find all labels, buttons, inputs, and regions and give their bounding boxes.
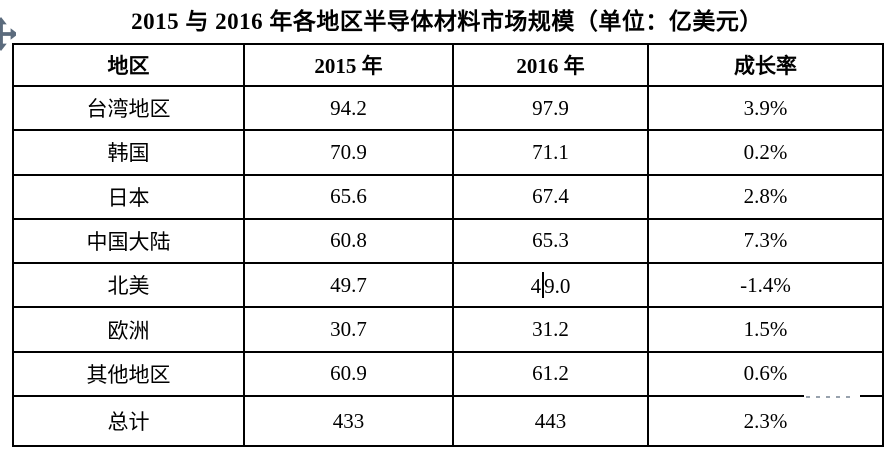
cell-2015[interactable]: 94.2 <box>243 84 454 132</box>
cell-growth[interactable]: 2.3% <box>647 395 884 447</box>
cell-region[interactable]: 总计 <box>12 395 245 447</box>
text-caret <box>542 271 545 298</box>
market-size-table: 地区 2015 年 2016 年 成长率 台湾地区 94.2 97.9 3.9%… <box>12 43 884 447</box>
cell-2015[interactable]: 65.6 <box>243 173 454 220</box>
caret-before-text: 4 <box>530 273 542 298</box>
table-row-japan: 日本 65.6 67.4 2.8% <box>12 173 884 220</box>
header-row: 地区 2015 年 2016 年 成长率 <box>12 43 884 87</box>
table-row-korea: 韩国 70.9 71.1 0.2% <box>12 129 884 176</box>
table-row-taiwan: 台湾地区 94.2 97.9 3.9% <box>12 84 884 132</box>
cell-2016[interactable]: 31.2 <box>452 306 649 353</box>
four-way-move-arrow-icon <box>0 15 16 53</box>
cell-growth[interactable]: 0.6% <box>647 350 884 398</box>
cell-growth[interactable]: 2.8% <box>647 173 884 220</box>
cell-region[interactable]: 日本 <box>12 173 245 220</box>
cell-region[interactable]: 北美 <box>12 262 245 309</box>
cell-region[interactable]: 其他地区 <box>12 350 245 398</box>
cell-growth[interactable]: -1.4% <box>647 262 884 309</box>
col-header-2016[interactable]: 2016 年 <box>452 43 649 87</box>
caret-after-text: 9.0 <box>544 273 571 298</box>
table-row-total: 总计 433 443 2.3% <box>12 395 884 447</box>
cell-region[interactable]: 韩国 <box>12 129 245 176</box>
cell-growth[interactable]: 7.3% <box>647 217 884 265</box>
cell-region[interactable]: 欧洲 <box>12 306 245 353</box>
table-row-others: 其他地区 60.9 61.2 0.6% <box>12 350 884 398</box>
cell-2016[interactable]: 443 <box>452 395 649 447</box>
cell-2015[interactable]: 70.9 <box>243 129 454 176</box>
cell-region[interactable]: 中国大陆 <box>12 217 245 265</box>
col-header-2015[interactable]: 2015 年 <box>243 43 454 87</box>
table-row-north-america: 北美 49.7 4 9.0 -1.4% <box>12 262 884 309</box>
cell-2015[interactable]: 49.7 <box>243 262 454 309</box>
cell-2016[interactable]: 67.4 <box>452 173 649 220</box>
col-header-region[interactable]: 地区 <box>12 43 245 87</box>
col-header-growth[interactable]: 成长率 <box>647 43 884 87</box>
cell-2015[interactable]: 30.7 <box>243 306 454 353</box>
table-row-china: 中国大陆 60.8 65.3 7.3% <box>12 217 884 265</box>
table-row-europe: 欧洲 30.7 31.2 1.5% <box>12 306 884 353</box>
page-title[interactable]: 2015 与 2016 年各地区半导体材料市场规模（单位：亿美元） <box>131 9 763 34</box>
cell-growth[interactable]: 1.5% <box>647 306 884 353</box>
border-dash-artifact <box>804 394 860 399</box>
cell-2016[interactable]: 61.2 <box>452 350 649 398</box>
cell-growth[interactable]: 3.9% <box>647 84 884 132</box>
cell-2015[interactable]: 60.8 <box>243 217 454 265</box>
cell-2016[interactable]: 97.9 <box>452 84 649 132</box>
table-move-handle-icon[interactable] <box>0 14 16 54</box>
cell-2016[interactable]: 71.1 <box>452 129 649 176</box>
cell-2016[interactable]: 65.3 <box>452 217 649 265</box>
cell-2015[interactable]: 433 <box>243 395 454 447</box>
cell-growth[interactable]: 0.2% <box>647 129 884 176</box>
cell-region[interactable]: 台湾地区 <box>12 84 245 132</box>
cell-2016-with-caret[interactable]: 4 9.0 <box>452 262 649 309</box>
cell-2015[interactable]: 60.9 <box>243 350 454 398</box>
